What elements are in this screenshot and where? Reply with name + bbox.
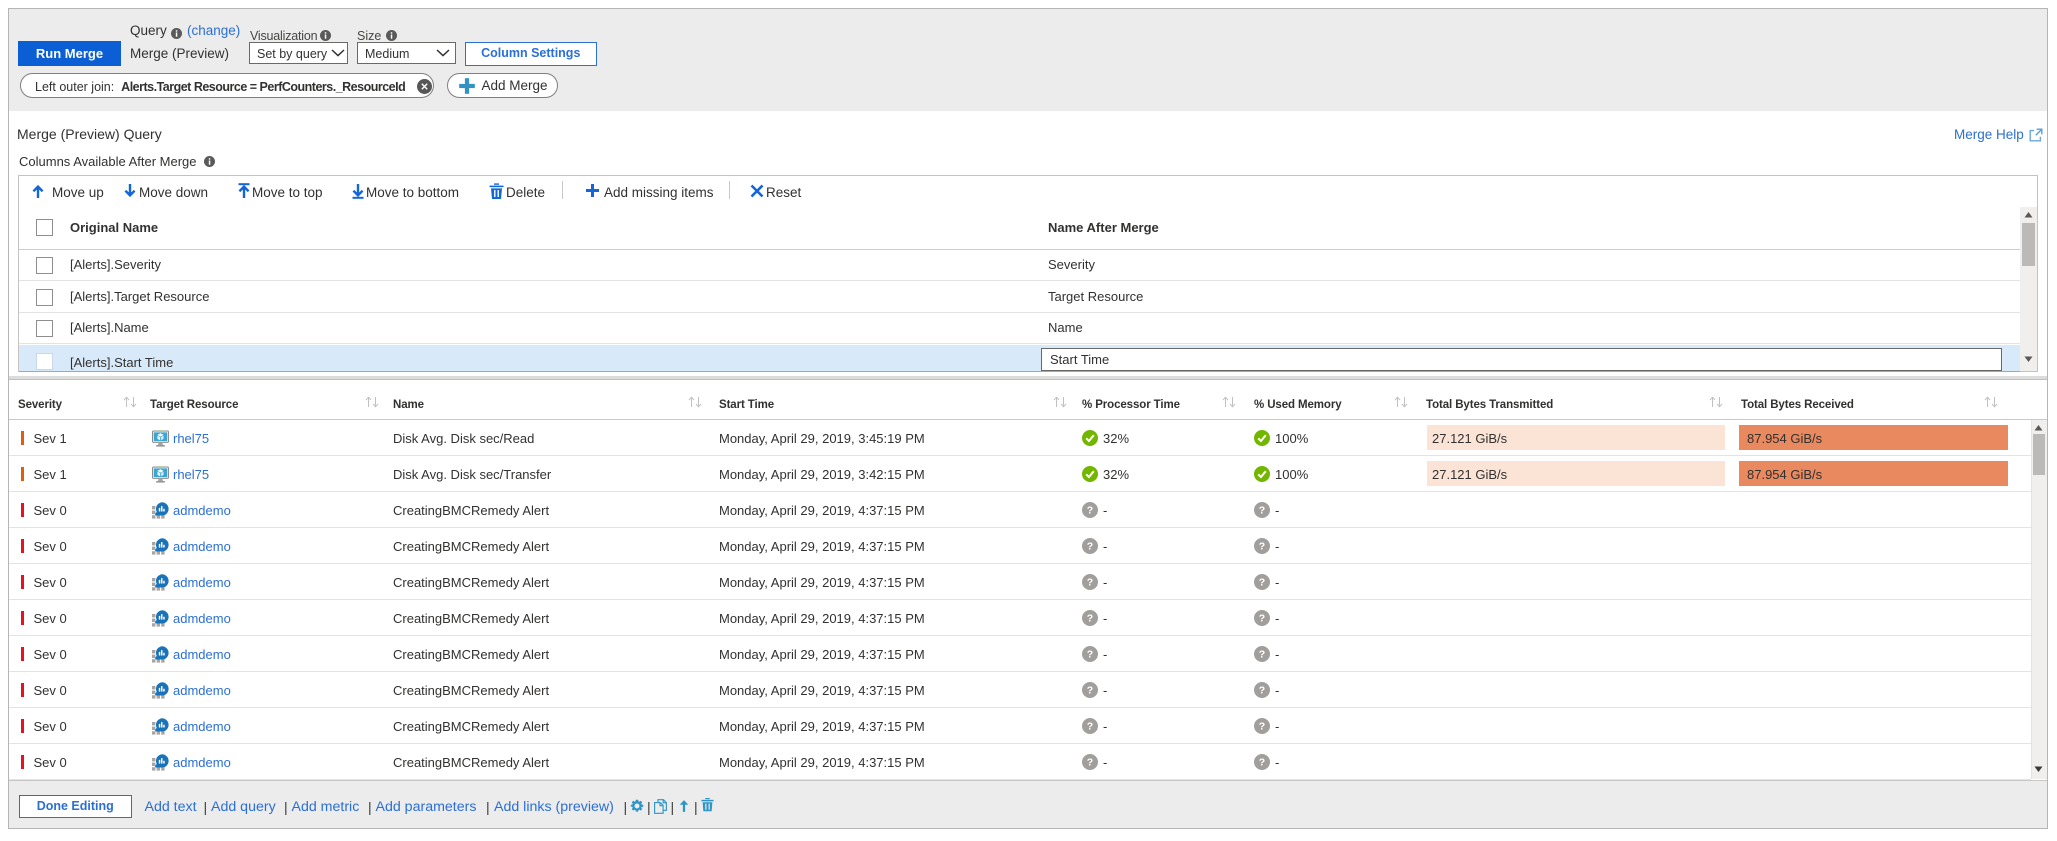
svg-text:?: ? bbox=[1259, 541, 1265, 553]
svg-text:?: ? bbox=[1087, 541, 1093, 553]
svg-text:?: ? bbox=[1087, 757, 1093, 769]
svg-text:?: ? bbox=[1259, 685, 1265, 697]
svg-text:?: ? bbox=[1259, 577, 1265, 589]
svg-text:?: ? bbox=[1087, 649, 1093, 661]
svg-text:?: ? bbox=[1259, 757, 1265, 769]
svg-text:?: ? bbox=[1087, 721, 1093, 733]
svg-text:?: ? bbox=[1259, 649, 1265, 661]
svg-text:?: ? bbox=[1087, 577, 1093, 589]
svg-text:?: ? bbox=[1087, 505, 1093, 517]
svg-text:?: ? bbox=[1087, 613, 1093, 625]
svg-text:?: ? bbox=[1259, 505, 1265, 517]
svg-text:?: ? bbox=[1087, 685, 1093, 697]
svg-text:?: ? bbox=[1259, 721, 1265, 733]
svg-text:?: ? bbox=[1259, 613, 1265, 625]
